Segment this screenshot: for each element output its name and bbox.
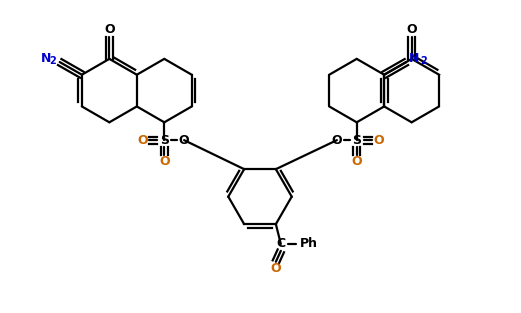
Text: O: O [373, 134, 384, 147]
Text: 2: 2 [420, 56, 427, 66]
Text: O: O [331, 134, 342, 147]
Text: N: N [409, 52, 419, 64]
Text: O: O [137, 134, 148, 147]
Text: O: O [159, 156, 170, 168]
Text: O: O [351, 156, 362, 168]
Text: O: O [406, 23, 417, 36]
Text: S: S [160, 134, 169, 147]
Text: O: O [179, 134, 190, 147]
Text: O: O [270, 262, 281, 275]
Text: S: S [352, 134, 361, 147]
Text: N: N [41, 52, 51, 64]
Text: O: O [104, 23, 115, 36]
Text: C: C [276, 238, 286, 250]
Text: 2: 2 [49, 56, 56, 66]
Text: Ph: Ph [300, 238, 318, 250]
